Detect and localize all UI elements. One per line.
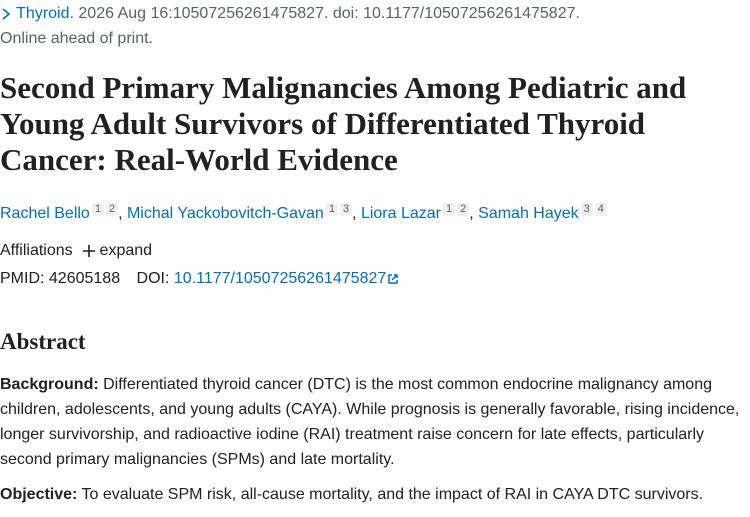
section-text: Differentiated thyroid cancer (DTC) is t… (0, 376, 740, 468)
expand-label: expand (99, 242, 153, 259)
doi: 10.1177/10507256261475827 (173, 270, 387, 287)
affiliation-number[interactable]: 3 (339, 203, 353, 216)
affiliation-number[interactable]: 1 (91, 203, 104, 216)
affiliation-number[interactable]: 1 (325, 203, 338, 216)
affiliation-number[interactable]: 4 (594, 203, 607, 216)
affiliation-number[interactable]: 3 (580, 203, 593, 216)
affiliation-number[interactable]: 2 (457, 203, 470, 216)
identifiers: PMID: 42605188 DOI: 10.1177/105072562614… (0, 270, 400, 288)
affiliations-label: Affiliations (0, 242, 73, 259)
author-link[interactable]: Michal Yackobovitch-Gavan (126, 205, 324, 222)
abstract: Background: Differentiated thyroid cance… (0, 372, 742, 517)
author-separator: , (352, 205, 361, 222)
author-link[interactable]: Samah Hayek (478, 205, 579, 222)
author-separator: , (118, 205, 127, 222)
publication-status: Online ahead of print. (0, 30, 153, 47)
author-separator: , (469, 205, 479, 222)
external-link-icon (388, 274, 399, 284)
abstract-heading: Abstract (0, 329, 86, 354)
author-list: Rachel Bello 1 2, Michal Yackobovitch-Gava… (0, 203, 607, 225)
doi-label: DOI: (136, 270, 170, 287)
doi-link[interactable]: 10.1177/10507256261475827 (174, 270, 400, 287)
pmid-label: PMID: (0, 270, 45, 287)
page: Thyroid {"citation": {"journal": "Thyroi… (0, 4, 740, 503)
citation-details: . 2026 Aug 16:10507256261475827. doi: 10… (69, 5, 580, 22)
section-label: Objective: (0, 486, 78, 503)
affiliation-number[interactable]: 2 (105, 203, 119, 216)
affiliations: Affiliations expand (0, 242, 152, 260)
plus-icon (83, 244, 96, 257)
body: Thyroid. 2026 Aug 16:10507256261475827. … (0, 4, 740, 503)
citation: Thyroid. 2026 Aug 16:10507256261475827. … (0, 4, 580, 24)
section-text: To evaluate SPM risk, all-cause mortalit… (81, 486, 704, 503)
affiliation-number[interactable]: 1 (443, 203, 456, 216)
author-link[interactable]: Rachel Bello (0, 205, 90, 222)
pmid: 42605188 (48, 270, 121, 287)
journal-link[interactable]: Thyroid (16, 5, 70, 22)
author-link[interactable]: Liora Lazar (360, 205, 441, 222)
expand-toggle[interactable]: expand (83, 242, 152, 259)
article-title: Second Primary Malignancies Among Pediat… (0, 70, 687, 177)
abstract-section: Background: Differentiated thyroid cance… (0, 372, 742, 472)
section-label: Background: (0, 376, 99, 393)
abstract-section: Objective: To evaluate SPM risk, all-cau… (0, 482, 742, 507)
chevron-icon (2, 8, 11, 20)
